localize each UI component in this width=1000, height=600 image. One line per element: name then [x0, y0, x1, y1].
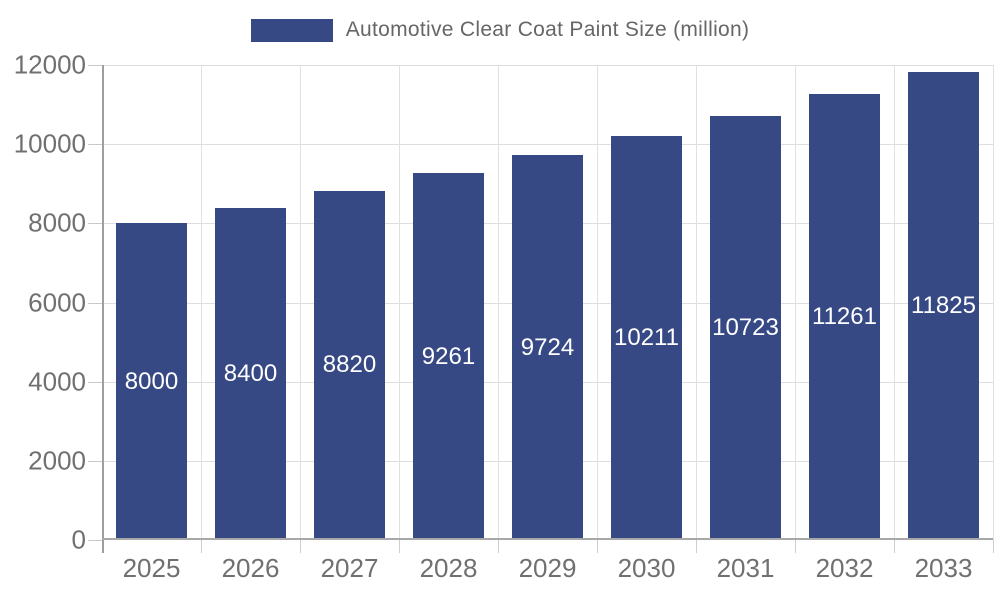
- bar-value-label: 10211: [614, 323, 679, 351]
- y-tick-label: 0: [71, 524, 86, 555]
- y-tick: [88, 302, 102, 304]
- gridline-v: [993, 65, 994, 540]
- bar-value-label: 11825: [911, 291, 976, 319]
- bar-value-label: 8820: [322, 351, 377, 379]
- y-tick-label: 10000: [13, 128, 86, 159]
- bar: 8000: [115, 223, 188, 540]
- y-tick: [88, 381, 102, 383]
- bar: 9724: [511, 155, 584, 540]
- bar-value-label: 8400: [223, 359, 278, 387]
- x-tick-label: 2030: [617, 553, 676, 583]
- bar: 10723: [709, 115, 782, 540]
- gridline-v: [498, 65, 499, 540]
- bar: 11825: [907, 71, 980, 540]
- x-tick-label: 2028: [419, 553, 478, 583]
- bar-value-label: 9724: [520, 333, 575, 361]
- x-tick-label: 2031: [716, 553, 775, 583]
- x-tick-label: 2029: [518, 553, 577, 583]
- gridline-v: [597, 65, 598, 540]
- legend-swatch-icon: [250, 18, 333, 42]
- y-tick-label: 12000: [13, 49, 86, 80]
- y-axis-labels: 0 2000 4000 6000 8000 10000 12000: [0, 50, 86, 555]
- legend: Automotive Clear Coat Paint Size (millio…: [0, 18, 1000, 42]
- gridline-h: [102, 144, 993, 146]
- y-tick-label: 2000: [28, 445, 86, 476]
- x-axis-labels: 2025 2026 2027 2028 2029 2030 2031 2032 2033: [102, 553, 993, 593]
- bar-value-label: 10723: [712, 313, 779, 341]
- gridline-v: [894, 65, 895, 540]
- x-tick-label: 2025: [122, 553, 181, 583]
- y-tick-label: 6000: [28, 287, 86, 317]
- plot-area: 8000 8400 8820 9261 9724 10211 10723 11261 11825: [88, 65, 994, 553]
- x-tick: [597, 540, 598, 553]
- bar: 11261: [808, 94, 881, 540]
- y-tick-label: 4000: [28, 366, 86, 397]
- x-tick-label: 2033: [914, 553, 973, 583]
- y-tick: [88, 540, 102, 541]
- x-axis-line: [102, 538, 993, 540]
- bar-value-label: 9261: [421, 342, 476, 370]
- y-tick: [88, 223, 102, 225]
- gridline-v: [201, 65, 202, 540]
- gridline-h: [102, 65, 993, 66]
- x-tick: [795, 540, 796, 553]
- x-tick: [498, 540, 499, 553]
- y-tick-label: 8000: [28, 207, 86, 238]
- y-tick: [88, 144, 102, 146]
- bar: 8400: [214, 207, 287, 540]
- x-tick: [993, 540, 994, 553]
- y-axis-line: [102, 65, 104, 553]
- x-tick: [201, 540, 202, 553]
- gridline-v: [795, 65, 796, 540]
- x-tick: [695, 540, 697, 553]
- x-tick: [300, 540, 301, 553]
- bar: 8820: [313, 190, 386, 540]
- bar: 9261: [412, 173, 485, 540]
- legend-label: Automotive Clear Coat Paint Size (millio…: [345, 18, 750, 41]
- bar-value-label: 8000: [124, 367, 179, 395]
- legend-item[interactable]: Automotive Clear Coat Paint Size (millio…: [250, 18, 750, 42]
- x-tick-label: 2032: [815, 553, 874, 583]
- y-tick: [88, 65, 102, 66]
- x-tick-label: 2026: [221, 553, 280, 583]
- gridline-v: [398, 65, 400, 540]
- y-tick: [88, 460, 102, 462]
- x-tick-label: 2027: [320, 553, 379, 583]
- gridline-v: [300, 65, 301, 540]
- gridline-v: [695, 65, 697, 540]
- bar: 10211: [610, 135, 683, 540]
- x-tick: [398, 540, 400, 553]
- x-tick: [894, 540, 895, 553]
- bar-value-label: 11261: [812, 303, 877, 331]
